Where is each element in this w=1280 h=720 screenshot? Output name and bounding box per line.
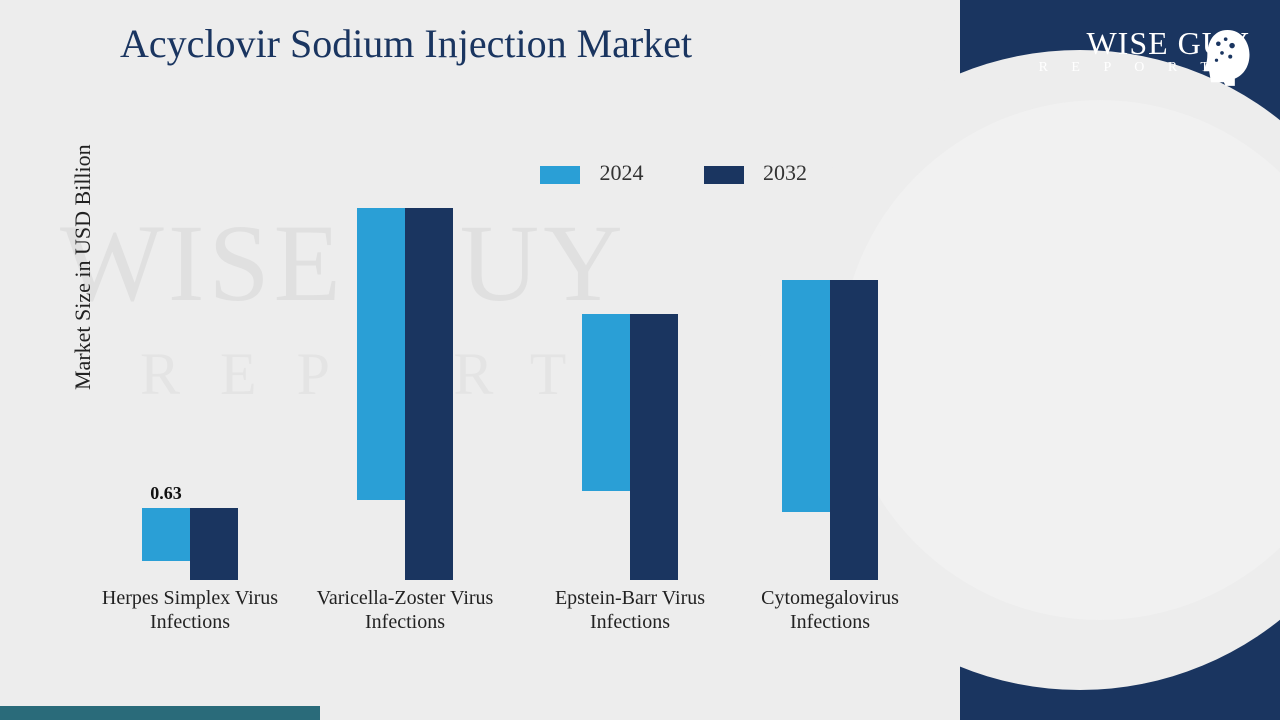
bar: [830, 280, 878, 580]
x-axis-label: Cytomegalovirus Infections: [735, 586, 925, 634]
plot: 0.63Herpes Simplex Virus Infections Varic…: [110, 200, 960, 580]
bar: [582, 314, 630, 491]
brand-logo: WISE GUY R E P O R T S: [1039, 25, 1250, 76]
legend-label-2024: 2024: [600, 160, 644, 185]
x-axis-label: Epstein-Barr Virus Infections: [535, 586, 725, 634]
bar: [630, 314, 678, 580]
chart-area: 0.63Herpes Simplex Virus Infections Varic…: [110, 200, 960, 580]
bar-value-label: 0.63: [142, 483, 190, 504]
legend-item-2024: 2024: [540, 160, 644, 186]
legend-item-2032: 2032: [704, 160, 808, 186]
bar: [357, 208, 405, 499]
bar: [782, 280, 830, 512]
bar: 0.63: [142, 508, 190, 561]
legend: 2024 2032: [540, 160, 807, 186]
legend-swatch-2032: [704, 166, 744, 184]
head-icon: [1200, 25, 1255, 90]
x-axis-label: Herpes Simplex Virus Infections: [95, 586, 285, 634]
bar-group: Cytomegalovirus Infections: [760, 280, 900, 580]
bar: [405, 208, 453, 580]
bar-group: 0.63Herpes Simplex Virus Infections: [120, 508, 260, 580]
bar: [190, 508, 238, 580]
bar-group: Epstein-Barr Virus Infections: [560, 314, 700, 580]
bottom-accent-bar: [0, 706, 320, 720]
legend-swatch-2024: [540, 166, 580, 184]
y-axis-label: Market Size in USD Billion: [70, 144, 96, 390]
bar-group: Varicella-Zoster Virus Infections: [335, 208, 475, 580]
chart-title: Acyclovir Sodium Injection Market: [120, 20, 692, 67]
legend-label-2032: 2032: [763, 160, 807, 185]
x-axis-label: Varicella-Zoster Virus Infections: [310, 586, 500, 634]
